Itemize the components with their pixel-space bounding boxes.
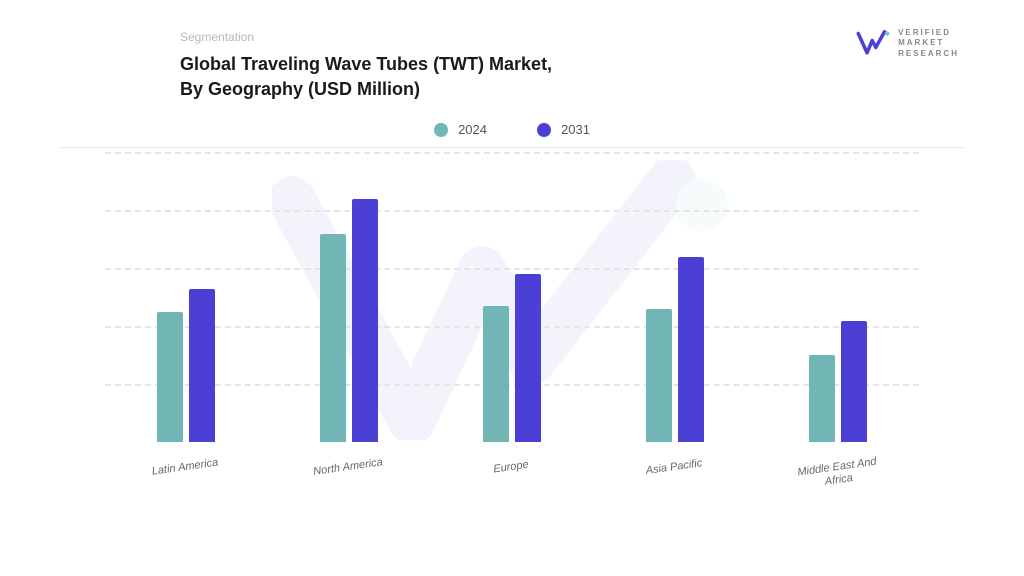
bar-2031 bbox=[678, 257, 704, 443]
x-axis-label: North America bbox=[293, 453, 406, 494]
legend-item-2024: 2024 bbox=[434, 122, 487, 137]
legend-item-2031: 2031 bbox=[537, 122, 590, 137]
x-axis-labels: Latin AmericaNorth AmericaEuropeAsia Pac… bbox=[105, 461, 919, 487]
x-axis-label: Europe bbox=[456, 453, 569, 494]
legend-label-2031: 2031 bbox=[561, 122, 590, 137]
bar-2031 bbox=[841, 321, 867, 443]
legend-label-2024: 2024 bbox=[458, 122, 487, 137]
chart-title: Global Traveling Wave Tubes (TWT) Market… bbox=[180, 52, 964, 102]
bar-2024 bbox=[483, 306, 509, 442]
logo-text-line3: RESEARCH bbox=[898, 49, 959, 59]
brand-logo: VERIFIED MARKET RESEARCH bbox=[856, 28, 959, 59]
logo-text-line1: VERIFIED bbox=[898, 28, 959, 38]
bar-group bbox=[809, 321, 867, 443]
x-axis-label: Latin America bbox=[130, 453, 243, 494]
bar-group bbox=[157, 289, 215, 443]
logo-text-line2: MARKET bbox=[898, 38, 959, 48]
chart-area: Latin AmericaNorth AmericaEuropeAsia Pac… bbox=[105, 152, 919, 482]
bar-2031 bbox=[515, 274, 541, 442]
bars-container bbox=[105, 152, 919, 442]
legend-dot-2024 bbox=[434, 123, 448, 137]
bar-group bbox=[320, 199, 378, 443]
x-axis-label: Asia Pacific bbox=[618, 453, 731, 494]
bar-2024 bbox=[646, 309, 672, 442]
title-line2: By Geography (USD Million) bbox=[180, 77, 964, 102]
bar-2024 bbox=[157, 312, 183, 443]
bar-2024 bbox=[320, 234, 346, 443]
bar-group bbox=[483, 274, 541, 442]
bar-2031 bbox=[352, 199, 378, 443]
x-axis-label: Middle East And Africa bbox=[781, 453, 894, 494]
bar-2031 bbox=[189, 289, 215, 443]
title-line1: Global Traveling Wave Tubes (TWT) Market… bbox=[180, 52, 964, 77]
bar-2024 bbox=[809, 355, 835, 442]
chart-legend: 2024 2031 bbox=[60, 114, 964, 148]
logo-mark-icon bbox=[856, 30, 892, 58]
segmentation-label: Segmentation bbox=[180, 30, 964, 44]
bar-group bbox=[646, 257, 704, 443]
legend-dot-2031 bbox=[537, 123, 551, 137]
